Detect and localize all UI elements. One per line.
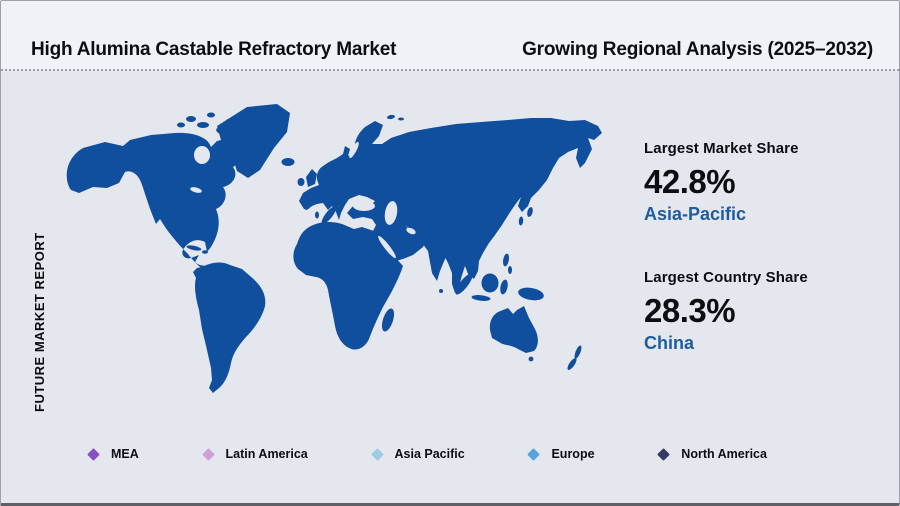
legend-label-mea: MEA xyxy=(111,447,139,461)
map-baltic-sea xyxy=(349,141,359,159)
legend-label-north-america: North America xyxy=(681,447,767,461)
map-eurasia xyxy=(299,118,602,293)
map-great-britain xyxy=(306,169,317,187)
map-caspian-sea xyxy=(384,201,398,225)
map-north-america xyxy=(66,132,242,274)
brand-vertical-text: FUTURE MARKET REPORT xyxy=(32,232,47,412)
map-great-lakes xyxy=(190,187,202,193)
map-caribbean xyxy=(186,245,208,254)
stat-country-share: Largest Country Share 28.3% China xyxy=(644,269,884,354)
stat-market-share-value: 42.8% xyxy=(644,163,736,200)
legend-item-europe: Europe xyxy=(527,447,595,461)
mea-diamond-icon xyxy=(87,447,100,461)
stat-country-share-label: Largest Country Share xyxy=(644,269,808,286)
world-map-svg xyxy=(66,104,602,393)
legend-label-latin-america: Latin America xyxy=(225,447,308,461)
map-south-america xyxy=(193,262,266,393)
header-bar: High Alumina Castable Refractory Market … xyxy=(1,1,899,71)
map-eurasia-group xyxy=(297,118,602,293)
map-new-zealand xyxy=(567,345,582,370)
map-arctic-islands xyxy=(177,112,232,135)
map-africa xyxy=(293,222,403,350)
legend-label-europe: Europe xyxy=(551,447,595,461)
latin-america-diamond-icon xyxy=(201,447,215,461)
legend-item-mea: MEA xyxy=(87,447,139,461)
page-title-left: High Alumina Castable Refractory Market xyxy=(31,39,397,60)
map-australia xyxy=(489,306,538,353)
map-sri-lanka xyxy=(439,289,443,293)
map-svalbard xyxy=(387,114,404,121)
map-sardinia xyxy=(315,211,319,219)
legend-label-asia-pacific: Asia Pacific xyxy=(394,447,465,461)
map-red-sea xyxy=(378,235,396,259)
legend-item-asia-pacific: Asia Pacific xyxy=(370,447,465,461)
world-map xyxy=(61,91,619,421)
legend: MEA Latin America Asia Pacific Europe No… xyxy=(87,447,767,461)
stat-market-share-region: Asia-Pacific xyxy=(644,204,747,224)
stat-market-share-label: Largest Market Share xyxy=(644,140,799,157)
asia-pacific-diamond-icon xyxy=(370,447,384,461)
map-ireland xyxy=(297,178,305,186)
legend-item-north-america: North America xyxy=(657,447,767,461)
map-black-sea xyxy=(353,201,375,211)
map-madagascar xyxy=(381,308,395,332)
map-sicily xyxy=(322,222,328,228)
map-italy xyxy=(321,206,337,224)
map-southeast-asia-islands xyxy=(455,253,544,301)
map-japan xyxy=(518,195,533,226)
legend-item-latin-america: Latin America xyxy=(201,447,308,461)
north-america-diamond-icon xyxy=(657,447,671,461)
stat-market-share: Largest Market Share 42.8% Asia-Pacific xyxy=(644,140,884,225)
map-tasmania xyxy=(528,356,534,362)
stat-country-share-value: 28.3% xyxy=(644,292,736,329)
map-hudson-bay xyxy=(194,146,210,164)
page-title-right: Growing Regional Analysis (2025–2032) xyxy=(522,39,873,60)
stat-country-share-region: China xyxy=(644,333,695,353)
map-iceland xyxy=(281,158,295,166)
stats-panel: Largest Market Share 42.8% Asia-Pacific … xyxy=(644,140,884,354)
europe-diamond-icon xyxy=(527,447,541,461)
map-greenland xyxy=(217,104,290,178)
map-persian-gulf xyxy=(406,227,416,235)
